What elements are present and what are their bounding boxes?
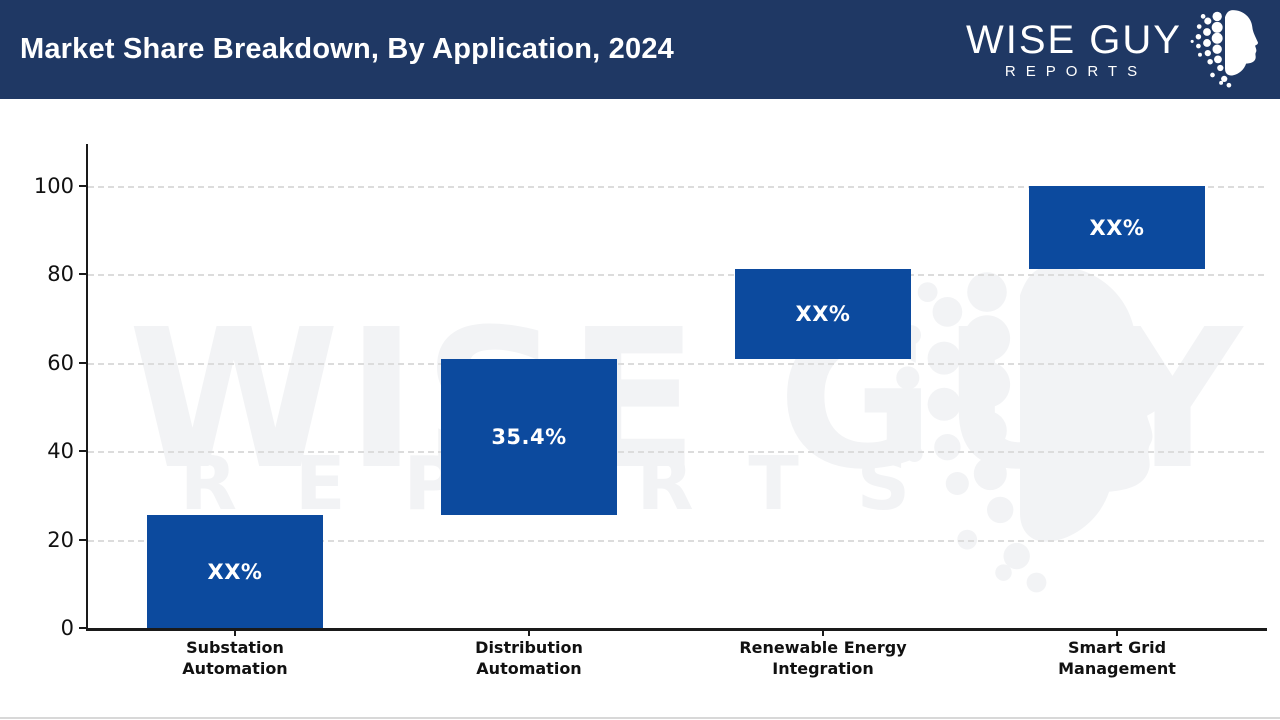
logo-sub-text: REPORTS	[1004, 63, 1148, 80]
x-tick-4	[1116, 628, 1118, 636]
category-label-3: Renewable Energy Integration	[693, 638, 953, 680]
category-label-line: Automation	[182, 658, 288, 678]
y-tick-label-100: 100	[33, 174, 74, 198]
y-tick-0	[79, 627, 87, 629]
gridline-40	[88, 451, 1264, 454]
gridline-20	[88, 539, 1264, 542]
bar-value-label: XX%	[207, 559, 263, 584]
y-tick-label-20: 20	[47, 527, 74, 552]
y-axis-spine	[86, 144, 88, 630]
category-label-line: Management	[1058, 658, 1176, 678]
y-tick-100	[79, 185, 87, 187]
y-tick-label-40: 40	[47, 439, 74, 464]
bar-1: XX%	[147, 515, 323, 628]
y-tick-40	[79, 450, 87, 453]
gridline-100	[88, 186, 1264, 188]
category-label-2: Distribution Automation	[399, 638, 659, 680]
category-label-line: Substation	[186, 638, 284, 657]
wise-guy-logo: WISE GUY REPORTS	[966, 7, 1266, 93]
y-tick-label-60: 60	[47, 350, 74, 375]
page-title: Market Share Breakdown, By Application, …	[20, 33, 674, 65]
y-tick-80	[79, 273, 87, 276]
logo-face-icon	[1190, 9, 1258, 88]
bar-value-label: 35.4%	[491, 425, 567, 450]
x-tick-2	[528, 628, 530, 636]
y-tick-20	[79, 538, 87, 541]
y-tick-label-0: 0	[60, 616, 74, 640]
x-tick-1	[234, 628, 236, 636]
category-label-line: Smart Grid	[1067, 638, 1167, 657]
y-tick-label-80: 80	[47, 262, 74, 287]
category-label-4: Smart Grid Management	[987, 638, 1247, 680]
x-tick-3	[822, 628, 824, 636]
watermark-name-text: WISE GUY	[128, 289, 1249, 512]
logo-text: WISE GUY REPORTS	[966, 20, 1182, 79]
category-label-line: Renewable Energy	[739, 638, 907, 657]
category-label-line: Automation	[476, 658, 582, 678]
gridline-60	[88, 362, 1264, 365]
header-bar: Market Share Breakdown, By Application, …	[0, 0, 1280, 99]
logo-name-text: WISE GUY	[965, 18, 1182, 62]
bar-value-label: XX%	[795, 301, 851, 326]
bar-2: 35.4%	[441, 358, 617, 516]
bar-4: XX%	[1029, 186, 1205, 270]
gridline-80	[88, 274, 1264, 277]
y-tick-60	[79, 361, 87, 364]
bar-value-label: XX%	[1089, 215, 1145, 240]
x-axis-spine	[86, 628, 1267, 631]
chart-canvas: WISE GUY REPORTS 020406080100XX%Substati…	[0, 99, 1280, 718]
category-label-line: Integration	[772, 658, 874, 678]
category-label-line: Distribution	[475, 638, 583, 657]
category-label-1: Substation Automation	[105, 638, 365, 680]
bottom-divider	[0, 717, 1280, 719]
bar-3: XX%	[735, 269, 911, 359]
